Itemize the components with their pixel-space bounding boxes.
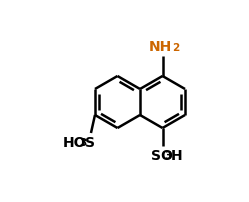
Text: H: H [171,148,182,162]
Text: 3: 3 [79,137,86,147]
Text: 3: 3 [165,150,172,160]
Text: HO: HO [63,135,86,149]
Text: 2: 2 [173,43,180,53]
Text: S: S [85,135,95,149]
Text: NH: NH [149,40,172,54]
Text: SO: SO [150,148,172,162]
